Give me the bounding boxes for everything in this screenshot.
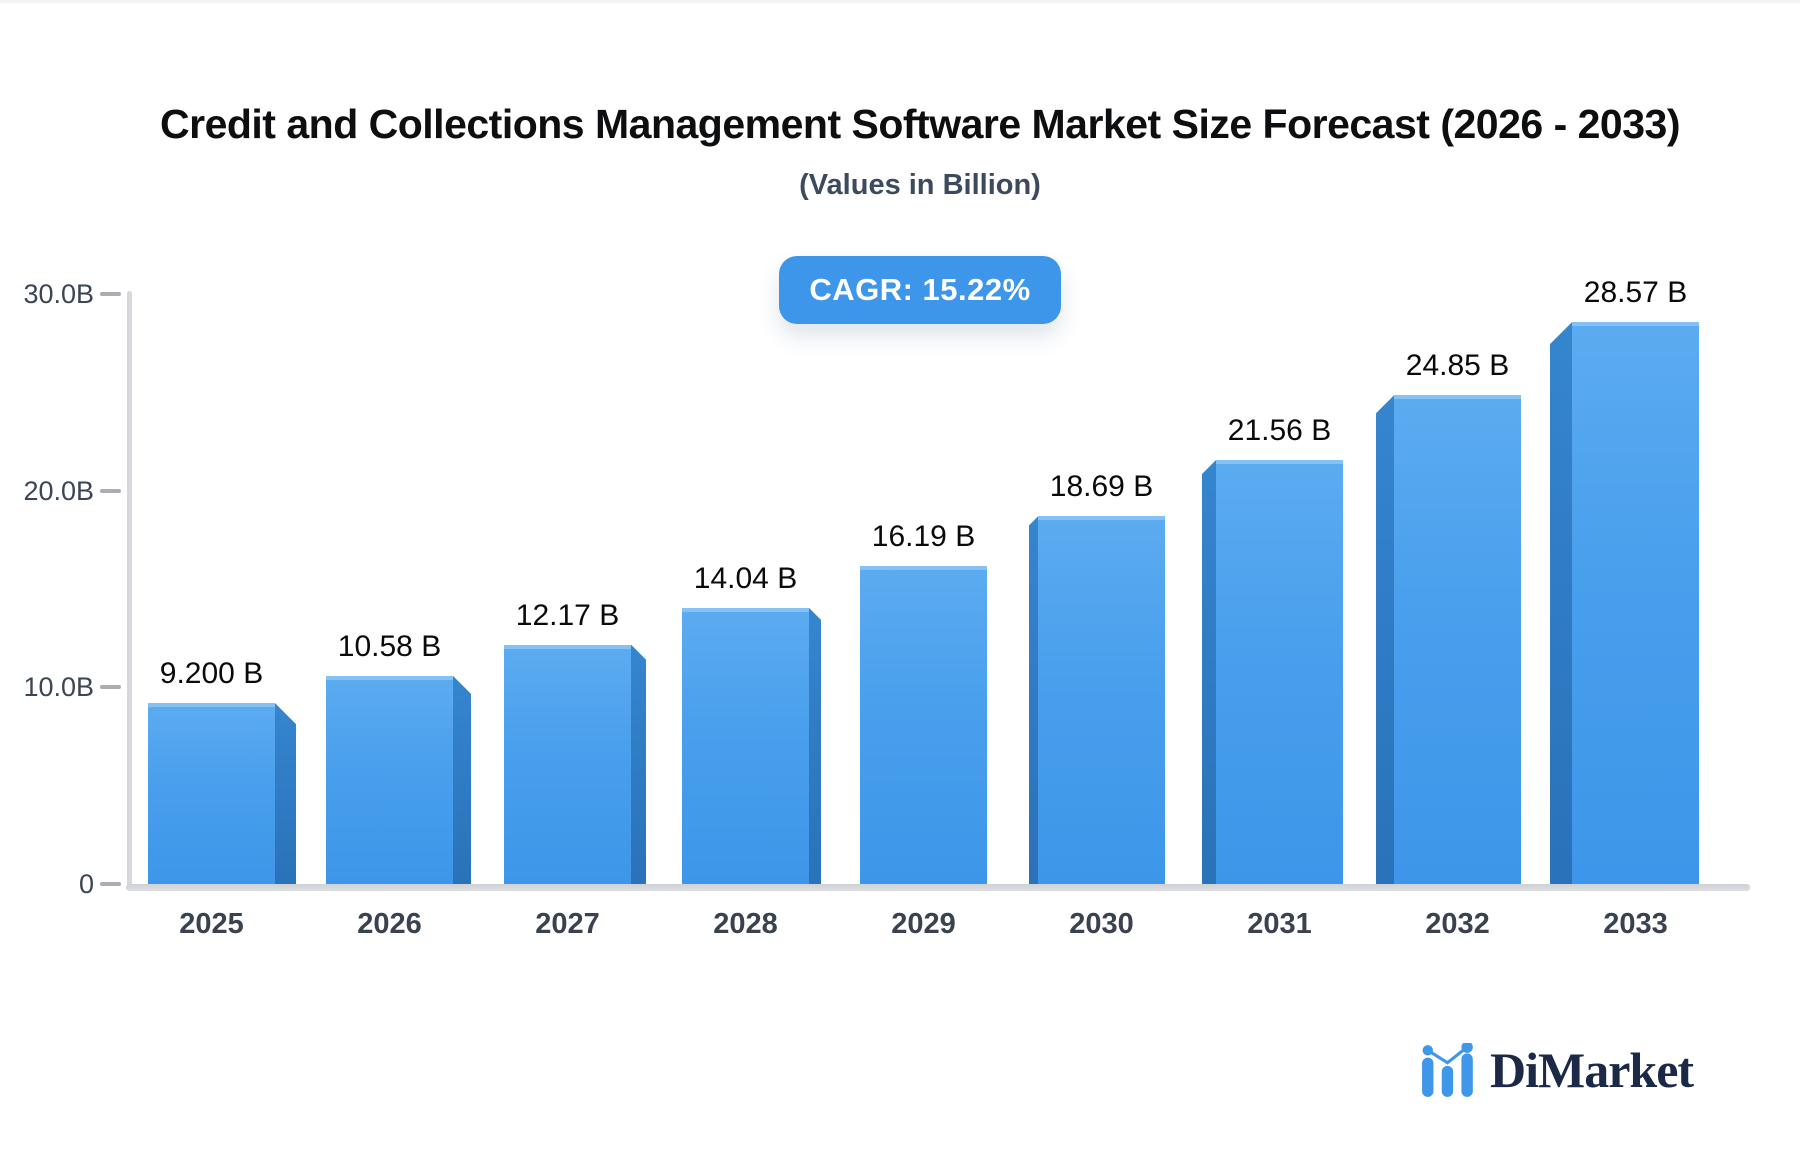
brand-watermark: DiMarket [1420, 1041, 1694, 1099]
bar-value-label: 16.19 B [871, 519, 976, 553]
bar [326, 675, 453, 884]
bar-value-label: 24.85 B [1405, 349, 1510, 383]
bar-side-face [1550, 322, 1572, 884]
chart-title: Credit and Collections Management Softwa… [160, 101, 1680, 147]
bar [1216, 459, 1343, 884]
y-axis-tick-mark [100, 882, 121, 886]
y-axis-tick-label: 10.0B [23, 672, 94, 703]
x-axis-label: 2031 [1247, 908, 1312, 940]
bar [1572, 322, 1699, 884]
x-axis-line [126, 884, 1750, 891]
y-axis-tick-mark [100, 488, 121, 493]
mini-bar-chart-icon [1422, 1043, 1473, 1097]
cagr-badge: CAGR: 15.22% [779, 256, 1061, 324]
bar-side-face [1029, 516, 1038, 884]
bar-value-label: 28.57 B [1583, 276, 1688, 310]
x-axis-label: 2029 [891, 908, 956, 940]
bar-side-face [1376, 395, 1394, 884]
y-axis-tick-mark [100, 685, 121, 690]
bar [1394, 395, 1521, 884]
bar-side-face [453, 675, 471, 884]
cagr-badge-wrap: CAGR: 15.22% [0, 256, 1800, 324]
bar-value-label: 14.04 B [693, 561, 798, 595]
bar-side-face [809, 607, 821, 884]
x-axis-label: 2026 [357, 908, 422, 940]
bar-value-label: 21.56 B [1227, 413, 1332, 447]
x-axis-label: 2033 [1603, 908, 1668, 940]
bar [682, 607, 809, 884]
bar-value-label: 10.58 B [337, 629, 442, 663]
brand-name: DiMarket [1490, 1042, 1694, 1098]
bar [1038, 516, 1165, 884]
bar-value-label: 12.17 B [515, 598, 620, 632]
bar [504, 644, 631, 884]
x-axis-label: 2030 [1069, 908, 1134, 940]
bar [148, 703, 275, 884]
y-axis-tick-label: 0 [78, 869, 94, 899]
bar-side-face [275, 703, 296, 884]
bar-value-label: 18.69 B [1049, 470, 1154, 504]
x-axis-label: 2027 [535, 908, 600, 940]
bar-side-face [1202, 459, 1216, 884]
chart-subtitle: (Values in Billion) [799, 169, 1041, 201]
bar-value-label: 9.200 B [159, 657, 264, 691]
x-axis-label: 2028 [713, 908, 778, 940]
bar-side-face [631, 644, 646, 884]
y-axis-tick-label: 20.0B [23, 475, 94, 506]
bar [860, 565, 987, 884]
y-axis-tick-label: 30.0B [23, 279, 94, 309]
y-axis-line [127, 291, 132, 887]
y-axis-tick-mark [100, 292, 121, 296]
x-axis-label: 2032 [1425, 908, 1490, 940]
x-axis-label: 2025 [179, 908, 244, 940]
